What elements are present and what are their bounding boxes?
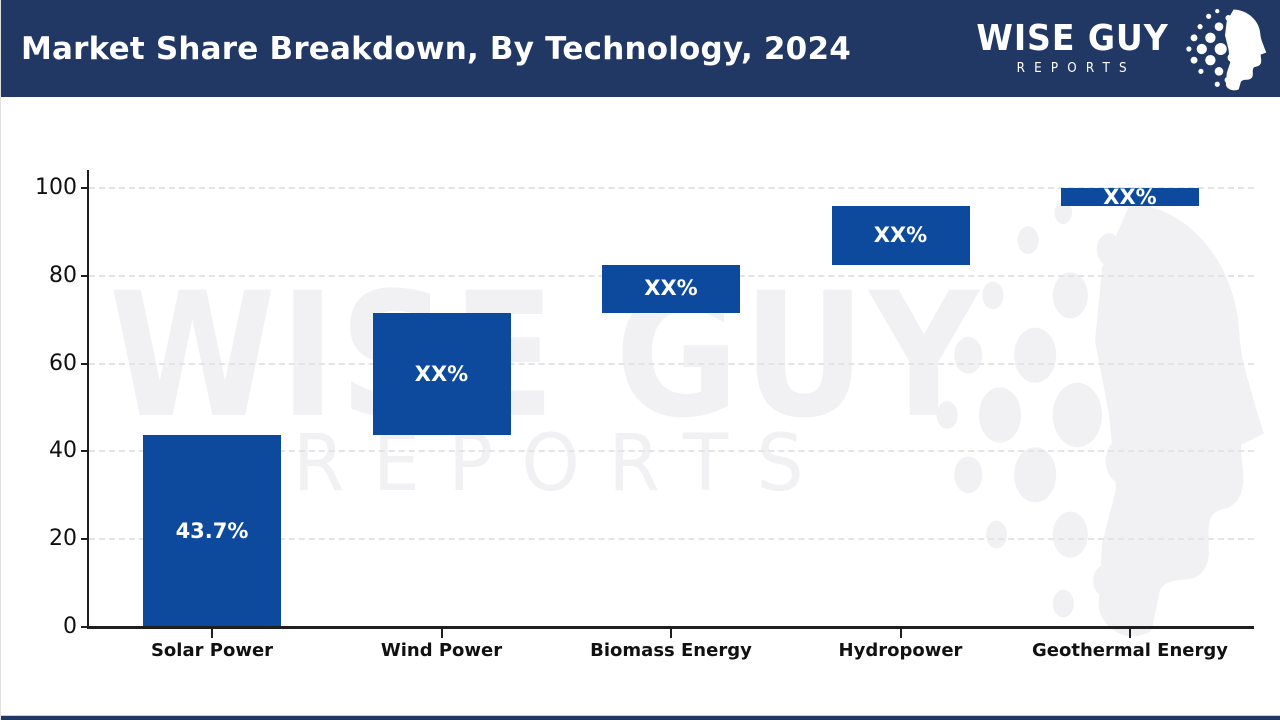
y-tick-mark [81,362,89,365]
page-title: Market Share Breakdown, By Technology, 2… [21,30,851,67]
y-axis-line [87,170,89,629]
x-tick-label: Biomass Energy [590,640,752,661]
x-tick-mark [211,629,213,638]
x-tick-mark [670,629,672,638]
x-tick-label: Solar Power [150,640,274,661]
bar-value-label: XX% [873,223,928,248]
x-tick-mark [440,629,443,638]
y-tick-mark [81,450,89,453]
y-tick-label: 60 [49,350,77,376]
bar-value-label: XX% [1103,184,1157,209]
chart-area: WISE GUY REPORTS 43.7% Solar Power XX% Wind… [1,97,1280,716]
header-bar: Market Share Breakdown, By Technology, 2… [1,0,1280,97]
gridline-20 [89,538,1254,541]
bar-solar-power: 43.7% [143,435,281,627]
bar-biomass-energy: XX% [602,264,740,314]
logo-subtitle: REPORTS [1016,61,1136,76]
wiseguy-logo: WISE GUY REPORTS [968,0,1271,97]
bar-value-label: 43.7% [175,518,249,543]
logo-wordmark: WISE GUY [976,18,1169,59]
bar-geothermal-energy: XX% [1061,184,1199,209]
x-tick-mark [899,629,902,638]
y-tick-mark [81,538,89,541]
y-tick-label: 0 [63,614,77,639]
y-tick-label: 40 [49,438,77,464]
y-tick-label: 20 [49,526,77,552]
x-tick-label: Wind Power [380,640,503,661]
y-tick-mark [81,274,89,277]
gridline-40 [89,450,1254,453]
x-tick-label: Geothermal Energy [1031,640,1228,661]
y-tick-mark [81,626,89,628]
y-tick-label: 100 [35,175,77,200]
x-tick-label: Hydropower [838,640,963,661]
gridline-100 [89,187,1254,189]
x-axis-line [87,626,1254,629]
footer-rule [1,715,1280,716]
bar-value-label: XX% [414,361,469,386]
x-tick-mark [1129,629,1131,638]
logo-text: WISE GUY REPORTS [976,18,1169,77]
bar-value-label: XX% [644,276,698,301]
gridline-60 [89,362,1254,365]
y-tick-label: 80 [49,262,77,288]
logo-dotted-head-icon [1186,8,1267,90]
footer-strip [1,716,1280,720]
bar-wind-power: XX% [372,313,511,436]
waterfall-chart: 43.7% Solar Power XX% Wind Power XX% Biomass … [1,97,1280,716]
bar-hydropower: XX% [831,206,970,265]
y-tick-mark [81,187,89,189]
